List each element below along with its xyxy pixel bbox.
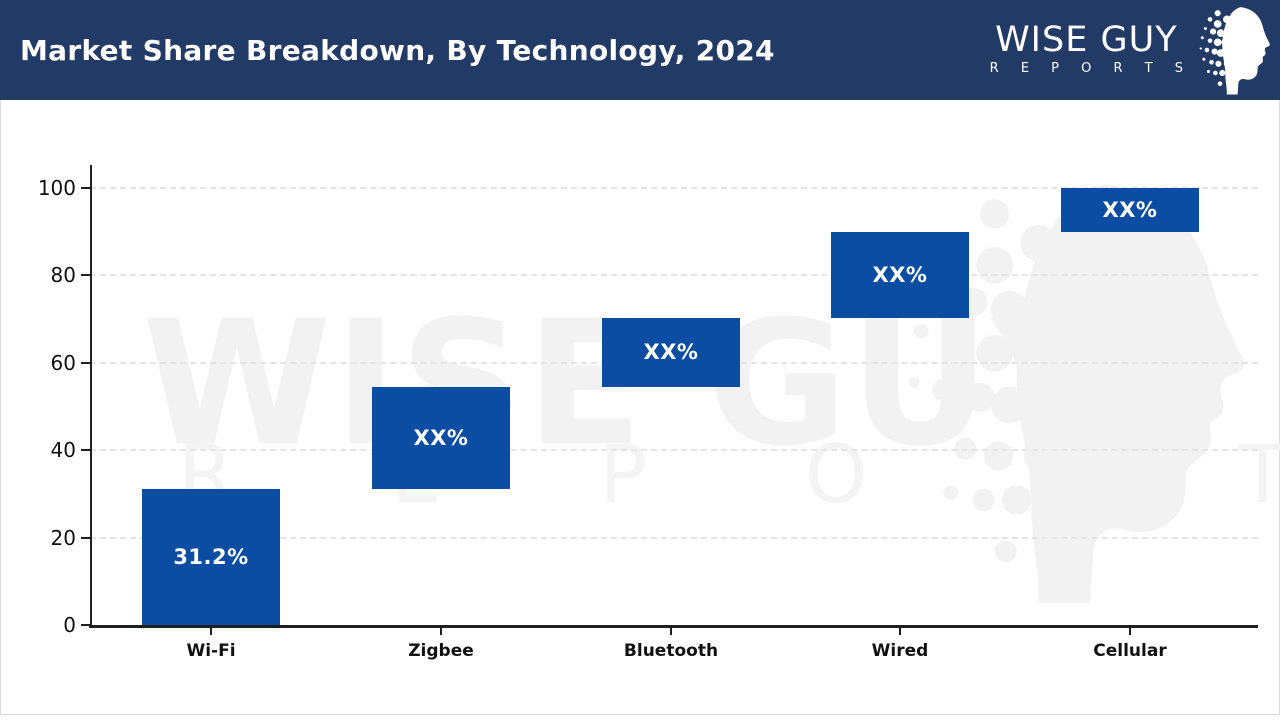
bar-value-label: XX% bbox=[413, 425, 469, 450]
y-tick-label: 0 bbox=[63, 613, 76, 637]
gridline bbox=[90, 274, 1258, 276]
y-tick-mark bbox=[81, 274, 90, 276]
x-tick-label: Cellular bbox=[1093, 641, 1167, 661]
y-tick-label: 100 bbox=[37, 175, 76, 200]
y-tick-label: 60 bbox=[50, 350, 76, 375]
y-tick-label: 20 bbox=[50, 525, 76, 550]
x-tick-label: Zigbee bbox=[408, 641, 474, 661]
y-tick-label: 80 bbox=[50, 263, 76, 287]
x-tick-mark bbox=[440, 627, 442, 635]
brand-logo-wiseguy: WISE GUY bbox=[995, 20, 1178, 60]
y-tick-mark bbox=[81, 361, 90, 364]
brand-logo: WISE GUY R E P O R T S bbox=[981, 0, 1272, 100]
bar-value-label: XX% bbox=[643, 340, 699, 365]
bar-value-label: XX% bbox=[872, 262, 928, 287]
bar-wired: XX% bbox=[831, 231, 969, 318]
page-title: Market Share Breakdown, By Technology, 2… bbox=[20, 33, 775, 67]
gridline bbox=[90, 449, 1258, 451]
y-axis-spine bbox=[90, 165, 92, 628]
x-tick-label: Wired bbox=[871, 641, 929, 661]
x-axis-spine bbox=[89, 625, 1258, 628]
x-tick-label: Bluetooth bbox=[623, 641, 719, 661]
y-tick-mark bbox=[81, 536, 90, 539]
bar-value-label: 31.2% bbox=[173, 544, 249, 569]
y-tick-mark bbox=[81, 449, 90, 451]
bar-value-label: XX% bbox=[1102, 197, 1158, 222]
frame-border-bottom bbox=[0, 714, 1280, 715]
gridline bbox=[90, 536, 1258, 539]
y-tick-mark bbox=[81, 624, 90, 626]
x-tick-mark bbox=[210, 627, 212, 635]
brand-logo-reports: R E P O R T S bbox=[989, 61, 1192, 76]
bar-cellular: XX% bbox=[1061, 187, 1199, 232]
bar-zigbee: XX% bbox=[372, 387, 510, 489]
x-tick-label: Wi-Fi bbox=[186, 641, 236, 661]
plot-area: 0 20 40 60 80 100 31.2% XX% XX% XX% XX% Wi-Fi Zigbee… bbox=[0, 100, 1280, 720]
y-tick-mark bbox=[81, 186, 90, 189]
header-bar: Market Share Breakdown, By Technology, 2… bbox=[0, 0, 1280, 100]
brand-logo-text: WISE GUY R E P O R T S bbox=[981, 22, 1192, 78]
x-tick-mark bbox=[1129, 627, 1131, 635]
y-tick-label: 40 bbox=[50, 438, 76, 462]
x-tick-mark bbox=[670, 627, 672, 635]
bar-bluetooth: XX% bbox=[602, 317, 740, 387]
brand-head-icon bbox=[1199, 7, 1270, 95]
gridline bbox=[90, 186, 1258, 189]
bar-wi-fi: 31.2% bbox=[142, 488, 280, 625]
frame-border-left bbox=[0, 100, 1, 714]
x-tick-mark bbox=[899, 627, 901, 635]
